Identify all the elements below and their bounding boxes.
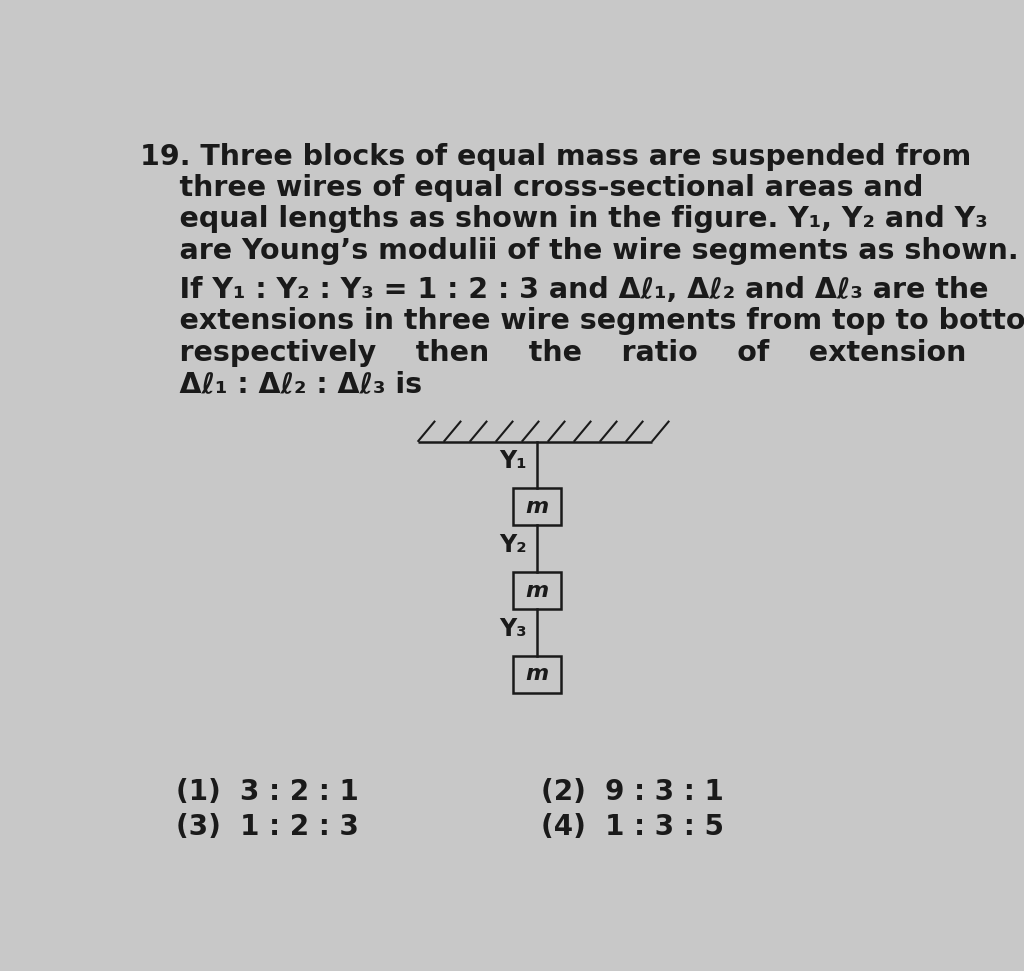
Text: three wires of equal cross-sectional areas and: three wires of equal cross-sectional are… [140, 174, 924, 202]
Text: (2)  9 : 3 : 1: (2) 9 : 3 : 1 [541, 778, 723, 806]
Text: Δℓ₁ : Δℓ₂ : Δℓ₃ is: Δℓ₁ : Δℓ₂ : Δℓ₃ is [140, 370, 422, 398]
Text: m: m [525, 664, 548, 685]
Text: 19. Three blocks of equal mass are suspended from: 19. Three blocks of equal mass are suspe… [140, 143, 971, 171]
Text: If Y₁ : Y₂ : Y₃ = 1 : 2 : 3 and Δℓ₁, Δℓ₂ and Δℓ₃ are the: If Y₁ : Y₂ : Y₃ = 1 : 2 : 3 and Δℓ₁, Δℓ₂… [140, 276, 988, 304]
Text: extensions in three wire segments from top to bottom: extensions in three wire segments from t… [140, 307, 1024, 335]
Text: (4)  1 : 3 : 5: (4) 1 : 3 : 5 [541, 814, 724, 841]
Text: m: m [525, 497, 548, 517]
Text: Y₃: Y₃ [500, 617, 527, 641]
Text: are Young’s modulii of the wire segments as shown.: are Young’s modulii of the wire segments… [140, 237, 1019, 265]
Text: (3)  1 : 2 : 3: (3) 1 : 2 : 3 [176, 814, 358, 841]
Text: m: m [525, 581, 548, 600]
Text: Y₂: Y₂ [500, 533, 527, 557]
Text: Y₁: Y₁ [500, 450, 527, 473]
Text: (1)  3 : 2 : 1: (1) 3 : 2 : 1 [176, 778, 358, 806]
Bar [513, 655, 560, 693]
Bar [513, 572, 560, 609]
Text: respectively    then    the    ratio    of    extension: respectively then the ratio of extension [140, 339, 967, 367]
Text: equal lengths as shown in the figure. Y₁, Y₂ and Y₃: equal lengths as shown in the figure. Y₁… [140, 206, 988, 233]
Bar [513, 488, 560, 525]
